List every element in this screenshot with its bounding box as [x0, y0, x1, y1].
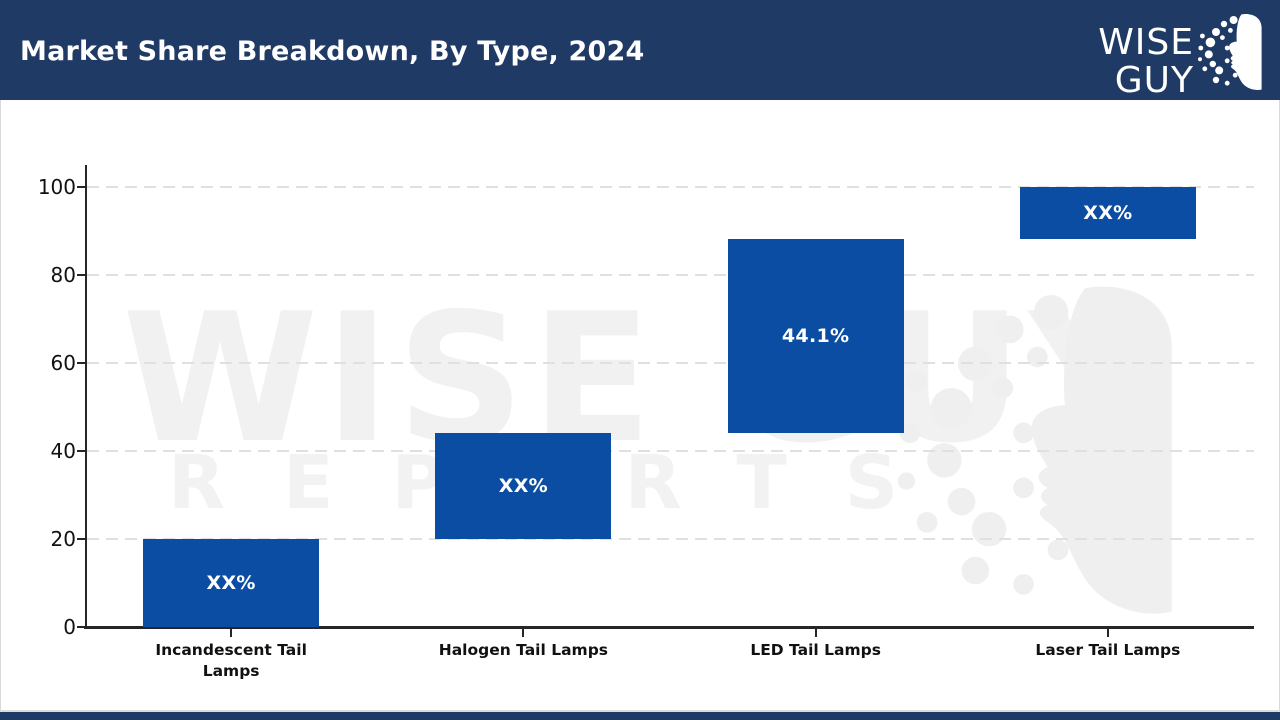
- left-border: [0, 100, 1, 712]
- bar-value-label: 44.1%: [781, 324, 850, 347]
- wise-guy-reports-logo: WISE GUY REPORTS: [1016, 6, 1266, 117]
- logo-wiseguy-text: WISE GUY: [1098, 22, 1194, 101]
- x-tick-mark-2: [814, 629, 817, 637]
- x-category-label-3: Laser Tail Lamps: [1035, 641, 1181, 659]
- bar-led-tail-lamps: 44.1%: [727, 238, 904, 433]
- bar-value-label: XX%: [498, 474, 548, 497]
- gridline-100: [87, 186, 1254, 188]
- bar-laser-tail-lamps: XX%: [1019, 187, 1196, 239]
- gridline-80: [87, 274, 1254, 276]
- y-tick-mark-40: [77, 450, 85, 452]
- watermark-text-wiseguy: WISE GUY: [122, 275, 1164, 482]
- y-tick-mark-20: [77, 538, 85, 540]
- y-tick-label-40: 40: [50, 439, 76, 463]
- logo-reports-text: REPORTS: [1080, 102, 1203, 117]
- bar-value-label: XX%: [1083, 201, 1133, 224]
- gridline-40: [87, 450, 1254, 452]
- x-tick-mark-0: [230, 629, 233, 637]
- x-category-label-2: LED Tail Lamps: [750, 641, 881, 659]
- x-category-label-0: Incandescent Tail Lamps: [155, 641, 307, 680]
- footer-bar: [0, 712, 1280, 720]
- x-tick-mark-1: [522, 629, 525, 637]
- header-bar: Market Share Breakdown, By Type, 2024 WI…: [0, 0, 1280, 117]
- y-tick-mark-100: [77, 186, 85, 188]
- logo-text: WISE GUY REPORTS: [1016, 22, 1194, 118]
- x-tick-mark-3: [1106, 629, 1109, 637]
- y-tick-mark-80: [77, 274, 85, 276]
- gridline-20: [87, 538, 1254, 540]
- y-tick-label-20: 20: [50, 527, 76, 551]
- page-title: Market Share Breakdown, By Type, 2024: [20, 36, 645, 67]
- gridline-60: [87, 362, 1254, 364]
- y-tick-label-60: 60: [50, 351, 76, 375]
- y-tick-label-80: 80: [50, 263, 76, 287]
- x-category-label-1: Halogen Tail Lamps: [438, 641, 609, 659]
- y-axis-line: [85, 165, 87, 628]
- y-tick-mark-0: [77, 626, 85, 628]
- bar-incandescent-tail-lamps: XX%: [143, 539, 320, 627]
- y-tick-label-0: 0: [63, 615, 76, 639]
- logo-head-icon: [1198, 14, 1262, 91]
- bar-value-label: XX%: [206, 572, 256, 594]
- y-tick-label-100: 100: [37, 175, 76, 199]
- bottom-hairline: [0, 710, 1280, 712]
- bar-halogen-tail-lamps: XX%: [435, 432, 612, 539]
- x-axis-line: [84, 626, 1254, 629]
- y-tick-mark-60: [77, 362, 85, 364]
